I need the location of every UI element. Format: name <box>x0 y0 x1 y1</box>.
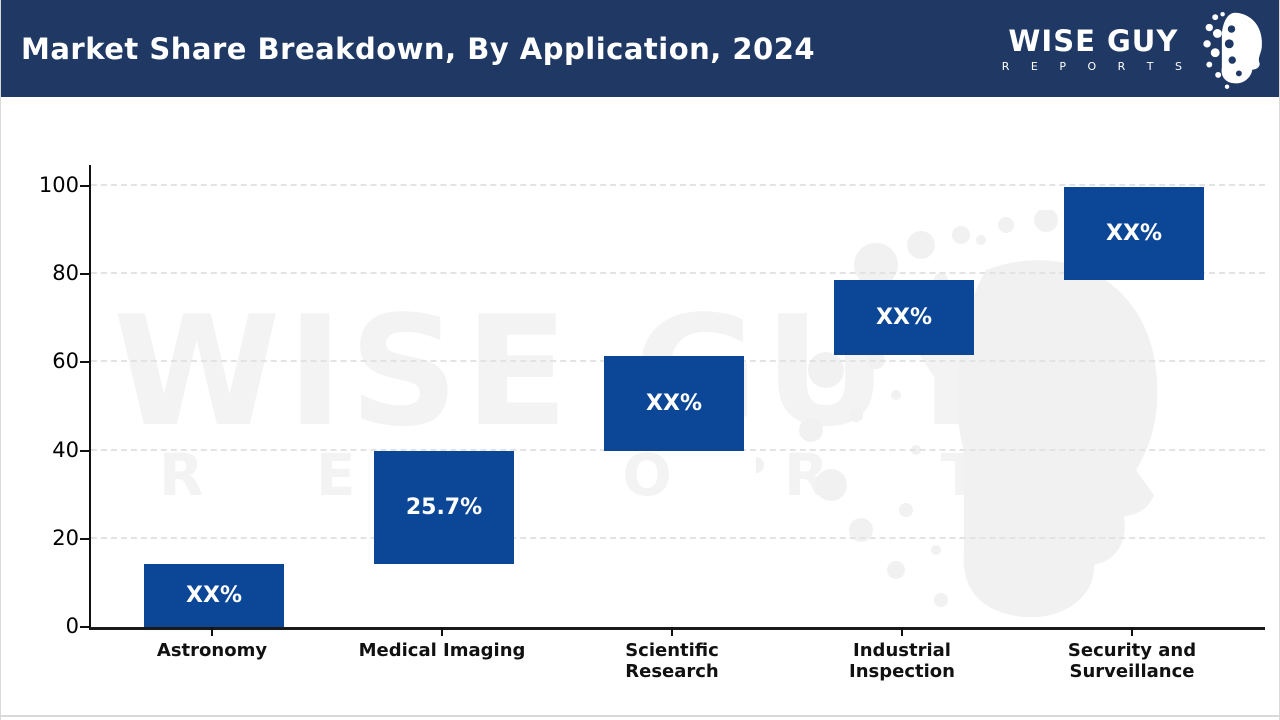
logo-subtitle: R E P O R T S <box>1001 60 1191 73</box>
category-label-medical-imaging: Medical Imaging <box>358 640 526 661</box>
bar-value-label: XX% <box>186 582 242 608</box>
dotted-face-icon <box>1203 11 1262 89</box>
header-bar: Market Share Breakdown, By Application, … <box>1 0 1279 97</box>
y-tick-mark-80 <box>80 273 89 276</box>
page-title: Market Share Breakdown, By Application, … <box>21 31 816 66</box>
y-tick-mark-100 <box>80 185 89 187</box>
bar-industrial-inspection: XX% <box>834 280 974 356</box>
y-tick-label-60: 60 <box>52 349 79 374</box>
category-label-scientific-research: Scientific Research <box>625 640 719 682</box>
y-tick-label-100: 100 <box>38 173 79 197</box>
wise-guy-logo: WISE GUY R E P O R T S <box>996 8 1267 90</box>
category-label-security-and-surveillance: Security and Surveillance <box>1067 640 1197 682</box>
x-tick-mark-2 <box>671 627 673 636</box>
y-tick-mark-60 <box>80 361 89 364</box>
bar-astronomy: XX% <box>144 563 284 627</box>
x-tick-mark-1 <box>441 627 443 636</box>
bar-value-label: XX% <box>876 305 932 331</box>
x-tick-mark-3 <box>901 627 903 636</box>
y-tick-mark-0 <box>80 626 89 628</box>
bottom-divider <box>1 715 1279 717</box>
y-tick-label-0: 0 <box>65 614 79 638</box>
y-tick-mark-20 <box>80 537 89 540</box>
x-tick-mark-0 <box>211 627 213 636</box>
category-label-astronomy: Astronomy <box>156 640 268 661</box>
y-tick-mark-40 <box>80 449 89 452</box>
bar-value-label: XX% <box>646 390 702 416</box>
x-tick-mark-4 <box>1131 627 1133 636</box>
chart-plot-area: XX% 25.7% XX% XX% XX% <box>89 165 1265 630</box>
bar-scientific-research: XX% <box>604 356 744 451</box>
logo-wordmark: WISE GUY <box>1008 24 1179 58</box>
y-tick-label-20: 20 <box>52 525 79 550</box>
bar-security-and-surveillance: XX% <box>1064 186 1204 281</box>
gridline-100 <box>91 184 1265 186</box>
y-tick-label-40: 40 <box>52 437 79 462</box>
bar-value-label: XX% <box>1106 221 1162 247</box>
bar-value-label: 25.7% <box>405 494 483 520</box>
category-label-industrial-inspection: Industrial Inspection <box>849 640 955 682</box>
bar-medical-imaging: 25.7% <box>374 450 514 564</box>
gridline-80 <box>91 272 1265 275</box>
gridline-20 <box>91 536 1265 539</box>
y-tick-label-80: 80 <box>52 261 79 286</box>
logo-text: WISE GUY R E P O R T S <box>996 24 1191 73</box>
